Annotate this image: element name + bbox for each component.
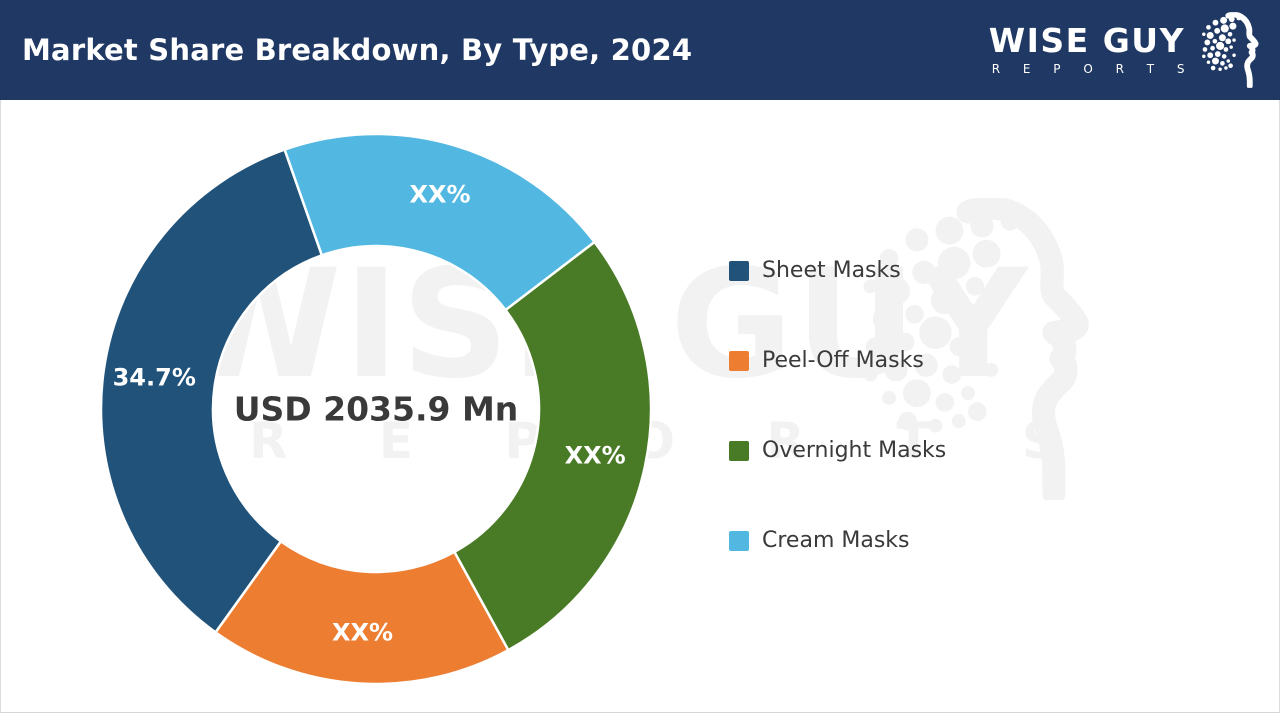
legend-swatch-sheet-masks [729, 261, 749, 281]
slice-label-peel-off-masks: XX% [332, 619, 393, 647]
chart-area: WISE GUY R E P O R T S 34.7% XX% XX% XX% USD… [0, 100, 1280, 713]
watermark-subtext: R E P O R T S [249, 412, 1095, 470]
donut-slice-peel-off-masks [214, 540, 510, 686]
chart-legend: Sheet Masks Peel-Off Masks Overnight Masks… [729, 258, 946, 554]
donut-chart: 34.7% XX% XX% XX% USD 2035.9 Mn [99, 132, 653, 686]
logo-subtext: R E P O R T S [991, 61, 1194, 76]
donut-slice-sheet-masks [99, 148, 324, 634]
face-profile-icon [1198, 12, 1262, 88]
wiseguy-logo: WISE GUY R E P O R T S [989, 12, 1262, 88]
legend-item-overnight-masks: Overnight Masks [729, 438, 946, 464]
legend-swatch-cream-masks [729, 531, 749, 551]
donut-slice-overnight-masks [453, 240, 653, 652]
legend-swatch-peel-off-masks [729, 351, 749, 371]
legend-label-peel-off-masks: Peel-Off Masks [762, 348, 924, 373]
legend-label-cream-masks: Cream Masks [762, 528, 910, 553]
page-title: Market Share Breakdown, By Type, 2024 [22, 33, 693, 67]
logo-text: WISE GUY R E P O R T S [989, 24, 1194, 76]
legend-item-cream-masks: Cream Masks [729, 528, 946, 554]
legend-label-overnight-masks: Overnight Masks [762, 438, 947, 463]
footer-spacer [0, 713, 1280, 720]
donut-slice-cream-masks [283, 132, 596, 312]
legend-item-sheet-masks: Sheet Masks [729, 258, 946, 284]
legend-swatch-overnight-masks [729, 441, 749, 461]
slice-label-overnight-masks: XX% [565, 441, 626, 469]
logo-wordmark: WISE GUY [988, 21, 1185, 61]
slice-label-sheet-masks: 34.7% [113, 363, 196, 391]
slice-label-cream-masks: XX% [409, 180, 470, 208]
legend-label-sheet-masks: Sheet Masks [762, 258, 901, 283]
header-bar: Market Share Breakdown, By Type, 2024 WI… [0, 0, 1280, 100]
donut-center-value: USD 2035.9 Mn [234, 390, 519, 429]
legend-item-peel-off-masks: Peel-Off Masks [729, 348, 946, 374]
